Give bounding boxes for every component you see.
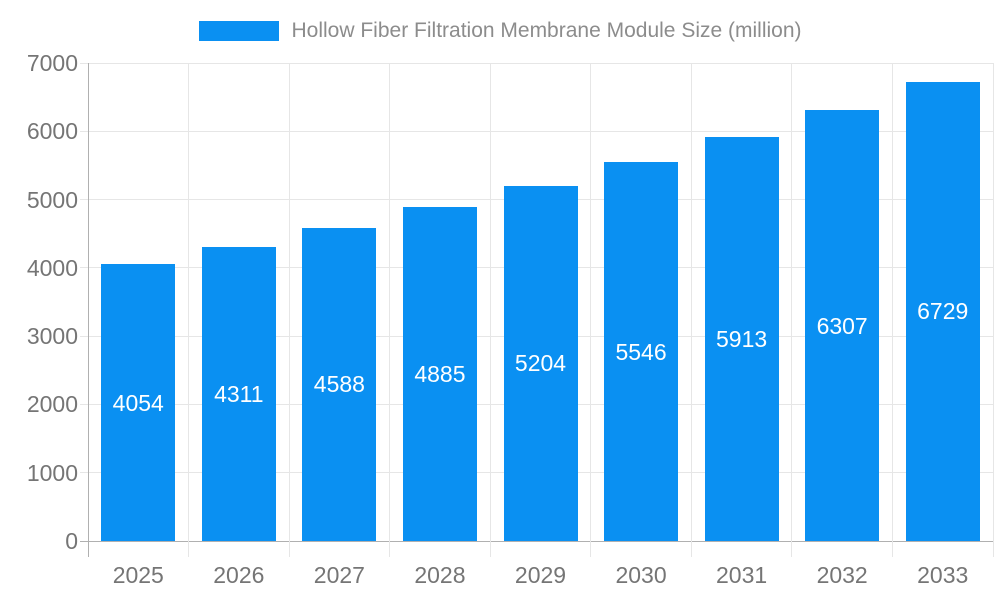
y-tick-label: 3000	[26, 323, 78, 350]
legend-label: Hollow Fiber Filtration Membrane Module …	[291, 19, 802, 42]
v-gridline	[992, 63, 994, 557]
x-tick-label: 2031	[716, 562, 768, 588]
x-tick-label: 2027	[313, 562, 365, 588]
x-tick-label: 2028	[414, 562, 466, 588]
y-tick-label: 1000	[26, 459, 78, 486]
y-tick-label: 0	[65, 528, 78, 554]
y-axis-line	[87, 63, 89, 557]
v-gridline	[188, 63, 190, 557]
x-tick-label: 2033	[917, 562, 969, 588]
x-tick-label: 2026	[213, 562, 265, 588]
x-tick-label: 2029	[514, 562, 567, 588]
v-gridline	[590, 63, 592, 557]
y-tick-label: 2000	[26, 391, 78, 418]
y-tick-label: 5000	[26, 186, 78, 213]
bar[interactable]	[604, 162, 679, 541]
h-gridline	[80, 130, 993, 132]
bar[interactable]	[905, 81, 980, 541]
bar-value-label: 6307	[816, 312, 868, 339]
v-gridline	[791, 63, 793, 557]
x-tick-label: 2030	[615, 562, 667, 588]
x-tick-label: 2032	[816, 562, 868, 588]
legend: Hollow Fiber Filtration Membrane Module …	[0, 19, 1000, 43]
legend-item[interactable]: Hollow Fiber Filtration Membrane Module …	[198, 19, 802, 43]
y-tick-label: 7000	[26, 50, 78, 76]
bar[interactable]	[101, 264, 176, 541]
bar-value-label: 5913	[716, 326, 768, 353]
x-axis-line	[80, 540, 993, 542]
y-tick-label: 6000	[26, 118, 78, 145]
bar-value-label: 4311	[214, 380, 264, 407]
bar-value-label: 4588	[313, 371, 365, 398]
h-gridline	[80, 62, 993, 64]
bar[interactable]	[302, 227, 377, 541]
bar-value-label: 5204	[514, 350, 567, 377]
bar-value-label: 4054	[112, 389, 164, 416]
bar[interactable]	[503, 185, 578, 541]
bar-value-label: 6729	[917, 298, 969, 325]
x-tick-label: 2025	[112, 562, 164, 588]
v-gridline	[389, 63, 391, 557]
v-gridline	[891, 63, 893, 557]
v-gridline	[489, 63, 491, 557]
bar[interactable]	[704, 137, 779, 541]
bar[interactable]	[402, 207, 477, 541]
bar-value-label: 5546	[615, 338, 667, 365]
bar[interactable]	[805, 110, 880, 541]
bar-value-label: 4885	[414, 361, 466, 388]
v-gridline	[288, 63, 290, 557]
bar[interactable]	[201, 246, 276, 541]
legend-swatch	[198, 21, 279, 41]
v-gridline	[690, 63, 692, 557]
y-tick-label: 4000	[26, 254, 78, 281]
